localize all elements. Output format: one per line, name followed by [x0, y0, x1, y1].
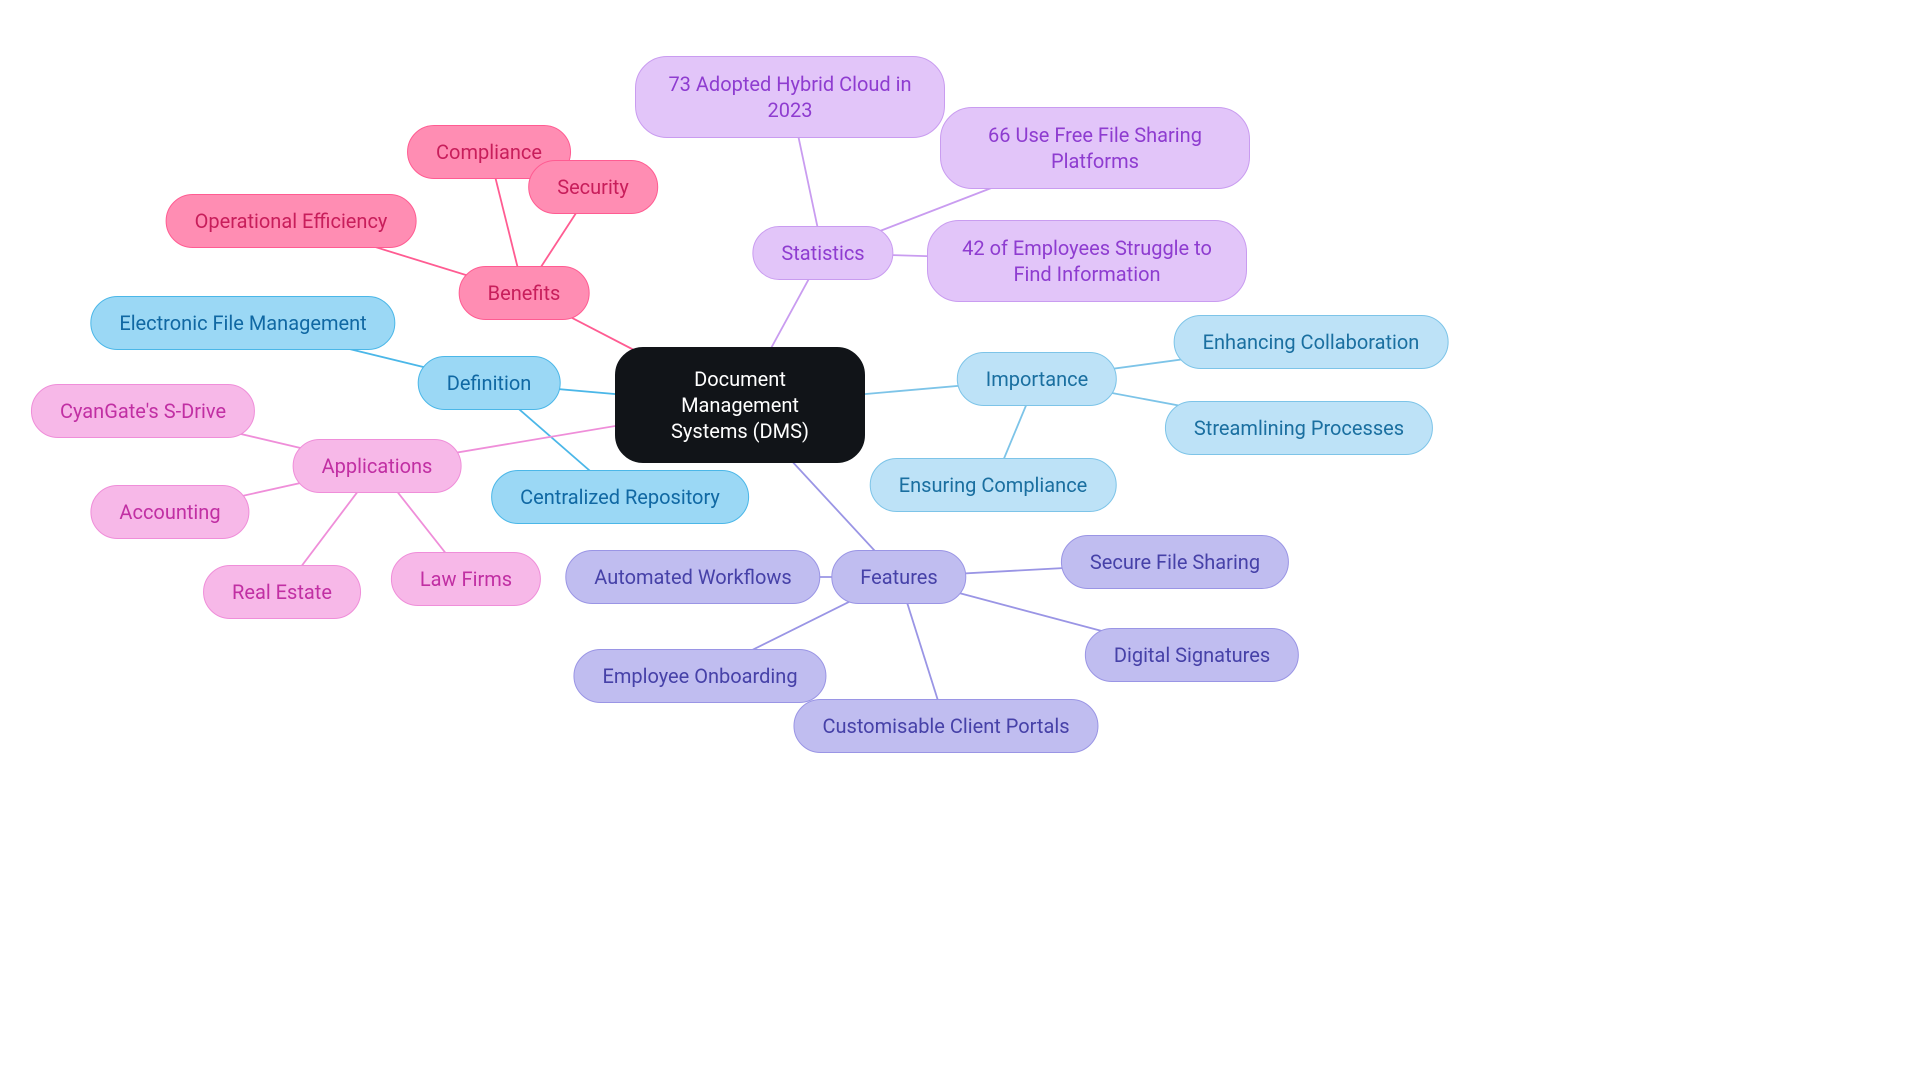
node-benefits: Benefits: [459, 266, 590, 320]
node-definition: Definition: [418, 356, 561, 410]
node-features-sfs: Secure File Sharing: [1061, 535, 1289, 589]
node-statistics-73: 73 Adopted Hybrid Cloud in 2023: [635, 56, 945, 138]
node-importance-ec: Enhancing Collaboration: [1174, 315, 1449, 369]
node-applications-acc: Accounting: [90, 485, 249, 539]
node-importance-comp: Ensuring Compliance: [870, 458, 1117, 512]
node-definition-efm: Electronic File Management: [90, 296, 395, 350]
node-features-ds: Digital Signatures: [1085, 628, 1299, 682]
node-importance: Importance: [957, 352, 1117, 406]
node-applications-lf: Law Firms: [391, 552, 541, 606]
node-features-eo: Employee Onboarding: [573, 649, 826, 703]
node-benefits-oe: Operational Efficiency: [166, 194, 417, 248]
node-applications-re: Real Estate: [203, 565, 361, 619]
node-applications: Applications: [293, 439, 462, 493]
node-features-aw: Automated Workflows: [565, 550, 820, 604]
node-definition-cr: Centralized Repository: [491, 470, 749, 524]
mindmap-container: Document Management Systems (DMS) Defini…: [0, 0, 1920, 1083]
node-statistics-42: 42 of Employees Struggle to Find Informa…: [927, 220, 1247, 302]
node-features: Features: [831, 550, 966, 604]
node-root: Document Management Systems (DMS): [615, 347, 865, 463]
node-benefits-sec: Security: [528, 160, 658, 214]
node-statistics-66: 66 Use Free File Sharing Platforms: [940, 107, 1250, 189]
node-statistics: Statistics: [752, 226, 893, 280]
node-importance-sp: Streamlining Processes: [1165, 401, 1433, 455]
node-features-ccp: Customisable Client Portals: [793, 699, 1098, 753]
node-applications-cg: CyanGate's S-Drive: [31, 384, 255, 438]
